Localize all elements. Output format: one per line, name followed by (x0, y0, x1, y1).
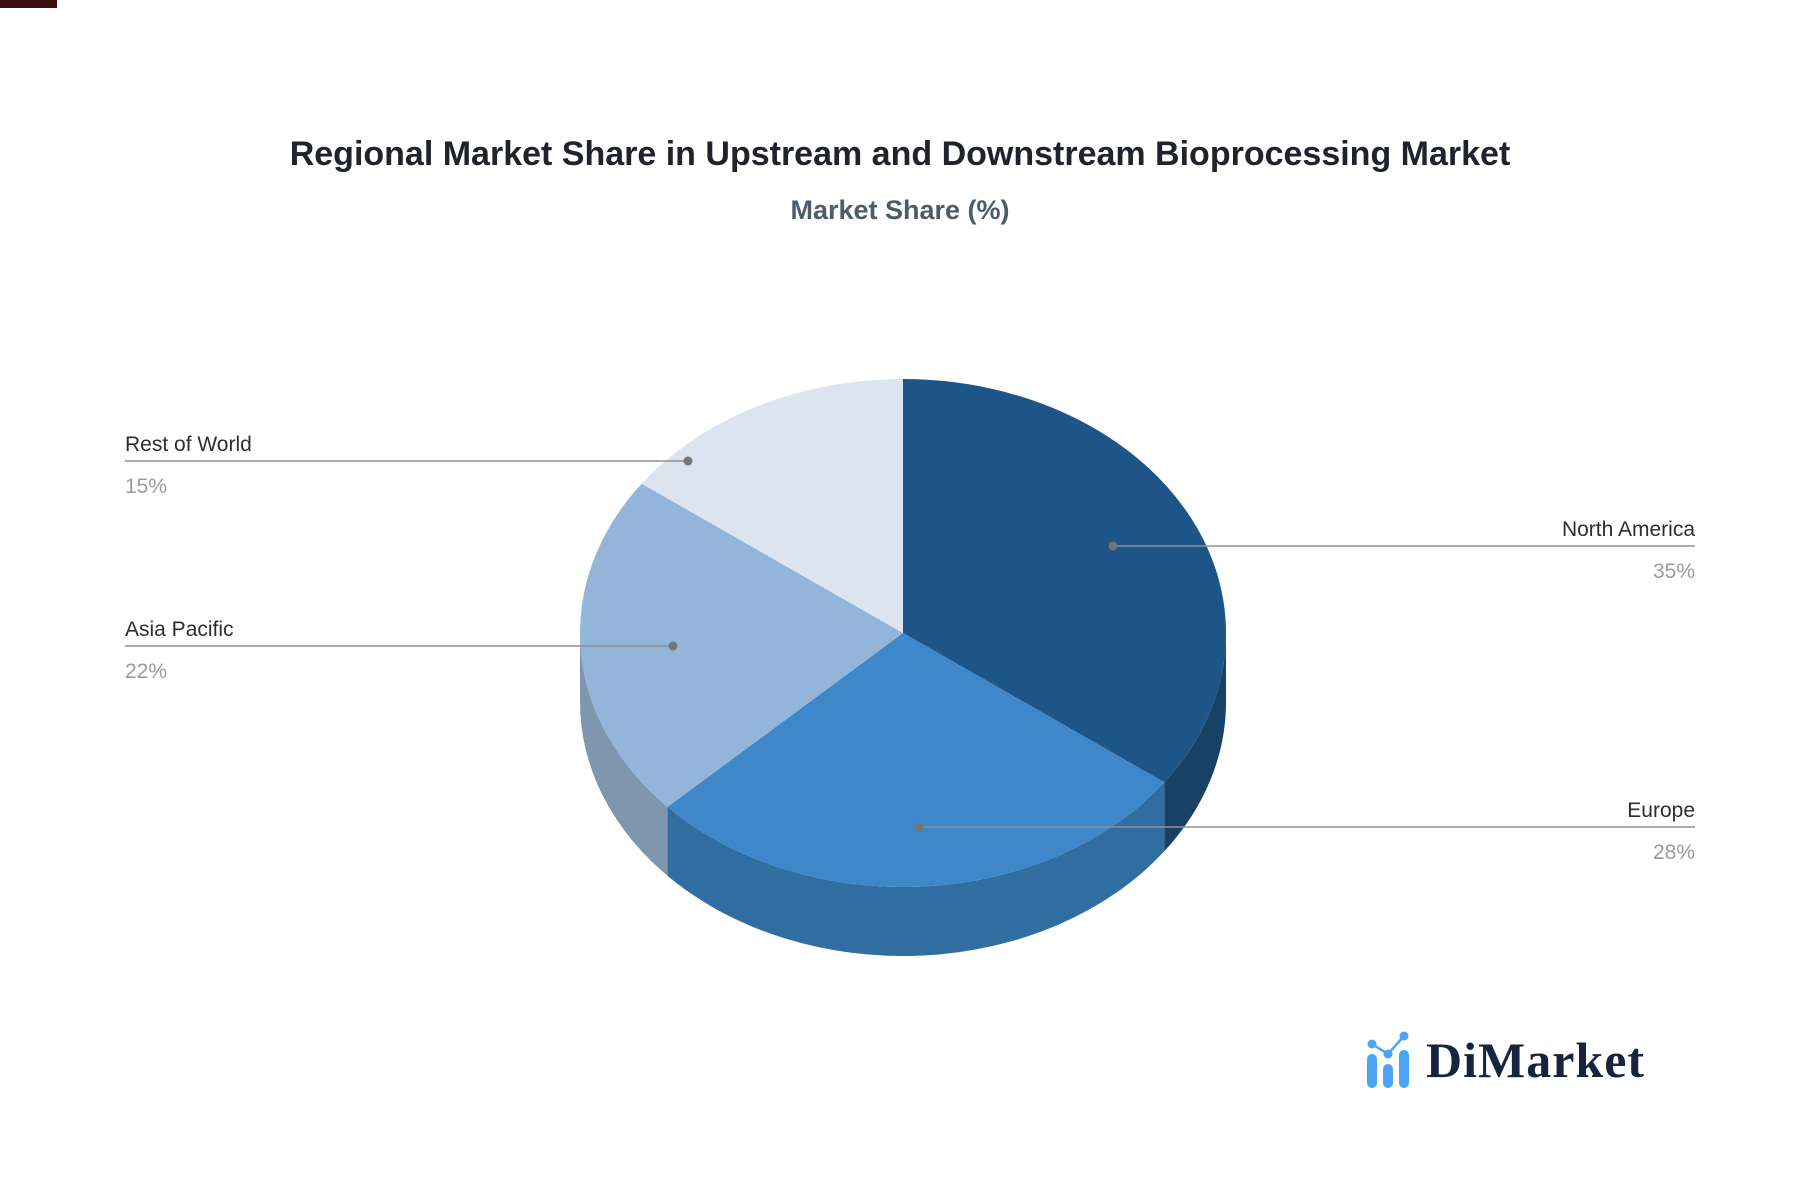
callout-north-america: North America 35% (1562, 517, 1695, 585)
chart-title: Regional Market Share in Upstream and Do… (289, 135, 1511, 173)
slice-value: 35% (1652, 560, 1695, 583)
callout-rest-of-world: Rest of World 15% (125, 432, 252, 500)
slice-value: 15% (125, 475, 168, 498)
dimarket-logo: DiMarket (1367, 1030, 1645, 1088)
slice-label: Rest of World (125, 433, 252, 456)
slice-label: Asia Pacific (125, 618, 234, 641)
leader-dot (914, 822, 924, 832)
slice-label: North America (1561, 518, 1695, 541)
slice-label: Europe (1627, 799, 1695, 822)
chart-subtitle: Market Share (%) (790, 195, 1010, 225)
callout-europe: Europe 28% (1627, 798, 1695, 866)
pie-slice-rest-of-world[interactable] (641, 379, 903, 633)
bar-line-chart-icon (1367, 1031, 1409, 1088)
leader-dot (1108, 541, 1118, 551)
pie-slice-side (667, 782, 1165, 956)
pie-slice-side (1164, 633, 1226, 852)
callout-asia-pacific: Asia Pacific 22% (125, 617, 234, 685)
pie-slice-side (580, 633, 668, 876)
leader-dot (668, 641, 678, 651)
leader-dot (683, 456, 693, 466)
screen-artifact (0, 0, 57, 8)
pie-slice-asia-pacific[interactable] (580, 483, 903, 807)
logo-wordmark: DiMarket (1426, 1032, 1646, 1088)
pie-slice-north-america[interactable] (903, 379, 1226, 783)
pie-slice-europe[interactable] (667, 633, 1165, 887)
slice-value: 22% (125, 660, 168, 683)
slice-value: 28% (1652, 841, 1695, 864)
